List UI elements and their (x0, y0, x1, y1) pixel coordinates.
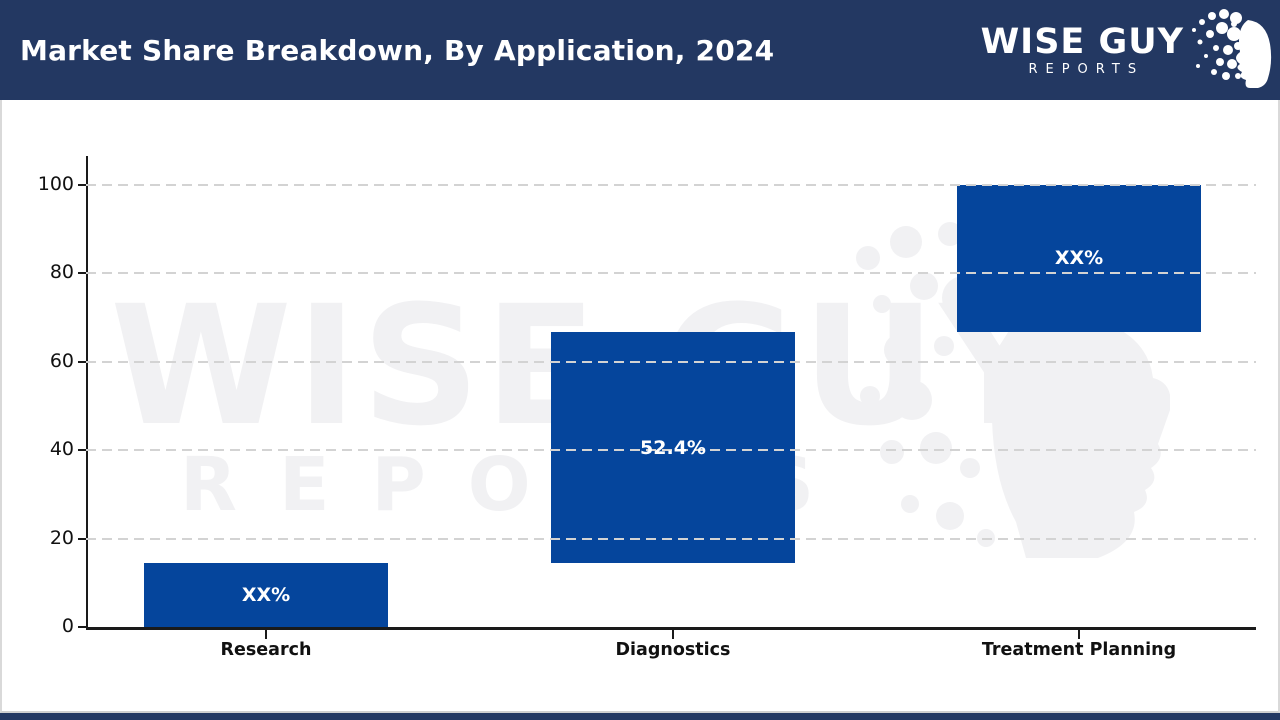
y-tick-label: 0 (61, 615, 74, 637)
brand-logo: WISE GUY REPORTS (981, 8, 1280, 92)
bar-treatment-planning (957, 185, 1201, 332)
bar-value-label: XX% (1054, 247, 1104, 270)
y-axis-line (86, 156, 88, 629)
y-axis-tick (78, 360, 86, 363)
page-title: Market Share Breakdown, By Application, … (20, 33, 775, 67)
y-axis-tick (78, 626, 86, 628)
y-tick-label: 60 (49, 349, 74, 372)
gridline (86, 272, 1256, 275)
x-category-label-diagnostics: Diagnostics (615, 640, 731, 660)
x-category-label-research: Research (220, 640, 312, 660)
brand-name: WISE GUY (980, 21, 1184, 62)
x-axis-line (86, 627, 1256, 630)
x-axis-tick (1078, 630, 1080, 639)
y-tick-label: 40 (49, 438, 74, 461)
y-axis-tick (78, 449, 86, 452)
gridline (86, 184, 1256, 186)
gridline (86, 449, 1256, 452)
y-axis-tick (78, 184, 86, 186)
y-axis-tick (78, 272, 86, 275)
brand-logo-text: WISE GUY REPORTS (980, 21, 1184, 77)
chart-area: WISE GUY REPORTS 0 20 40 60 80 100 XX% Research… (0, 100, 1280, 713)
gridline (86, 537, 1256, 540)
x-category-label-treatment-planning: Treatment Planning (981, 640, 1177, 660)
footer-strip (0, 713, 1280, 720)
y-tick-label: 100 (37, 173, 74, 195)
gridline (86, 360, 1256, 363)
brand-subtitle: REPORTS (1028, 61, 1145, 77)
y-tick-label: 20 (49, 526, 74, 549)
bar-value-label: 52.4% (640, 436, 706, 459)
header-bar: Market Share Breakdown, By Application, … (0, 0, 1280, 100)
x-axis-tick (672, 630, 674, 639)
y-tick-label: 80 (49, 261, 74, 284)
x-axis-tick (265, 630, 267, 639)
bar-diagnostics (551, 331, 795, 564)
bar-value-label: XX% (241, 584, 291, 607)
dotted-head-profile-icon (1192, 9, 1272, 88)
bar-research (144, 563, 388, 627)
y-axis-tick (78, 537, 86, 540)
